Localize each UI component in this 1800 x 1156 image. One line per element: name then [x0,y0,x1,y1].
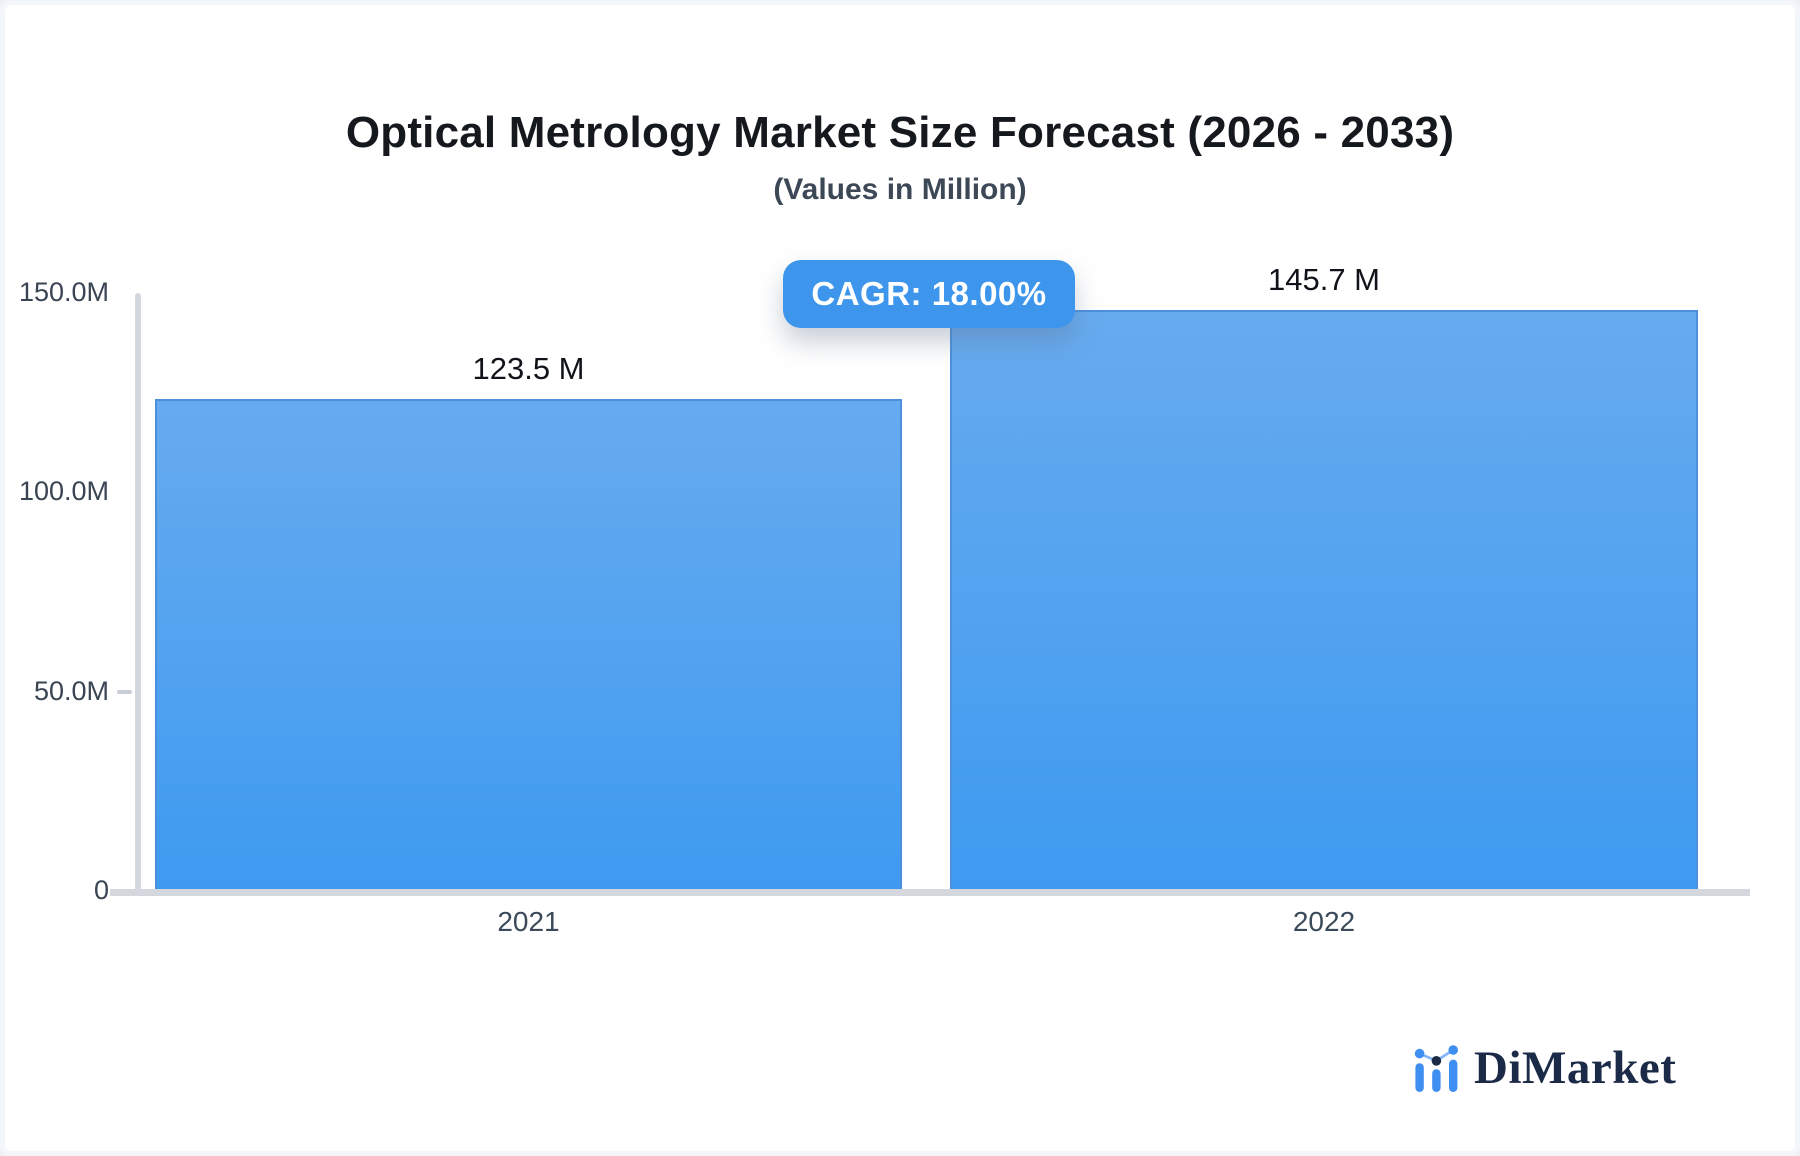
chart-title: Optical Metrology Market Size Forecast (… [345,108,1455,157]
y-tick-label-50: 50.0M [33,676,109,706]
y-tick-label-0: 0 [93,875,109,905]
x-axis-line [110,889,1750,896]
brand-logo: DiMarket [1413,1041,1676,1095]
y-axis-line [135,293,141,891]
y-tick-label-100: 100.0M [18,476,109,506]
y-tick-mark-50 [117,690,132,694]
bar-group-2021: 123.5 M 2021 [155,293,902,937]
x-tick-label-2022: 2022 [1292,906,1356,937]
bar-2022[interactable] [950,310,1698,891]
cagr-badge: CAGR: 18.00% [783,260,1075,328]
bar-2021[interactable] [155,399,902,891]
bar-chart-logo-icon [1414,1045,1458,1092]
plot-area: 123.5 M 2021 145.7 M 2022 [110,262,1750,937]
bar-value-label: 145.7 M [1267,262,1380,297]
x-tick-label-2021: 2021 [497,906,560,937]
bar-value-label: 123.5 M [472,351,585,386]
brand-logo-text: DiMarket [1474,1042,1677,1094]
chart-subtitle: (Values in Million) [773,173,1027,206]
bar-group-2022: 145.7 M 2022 [950,262,1698,937]
y-tick-label-150: 150.0M [18,277,109,307]
